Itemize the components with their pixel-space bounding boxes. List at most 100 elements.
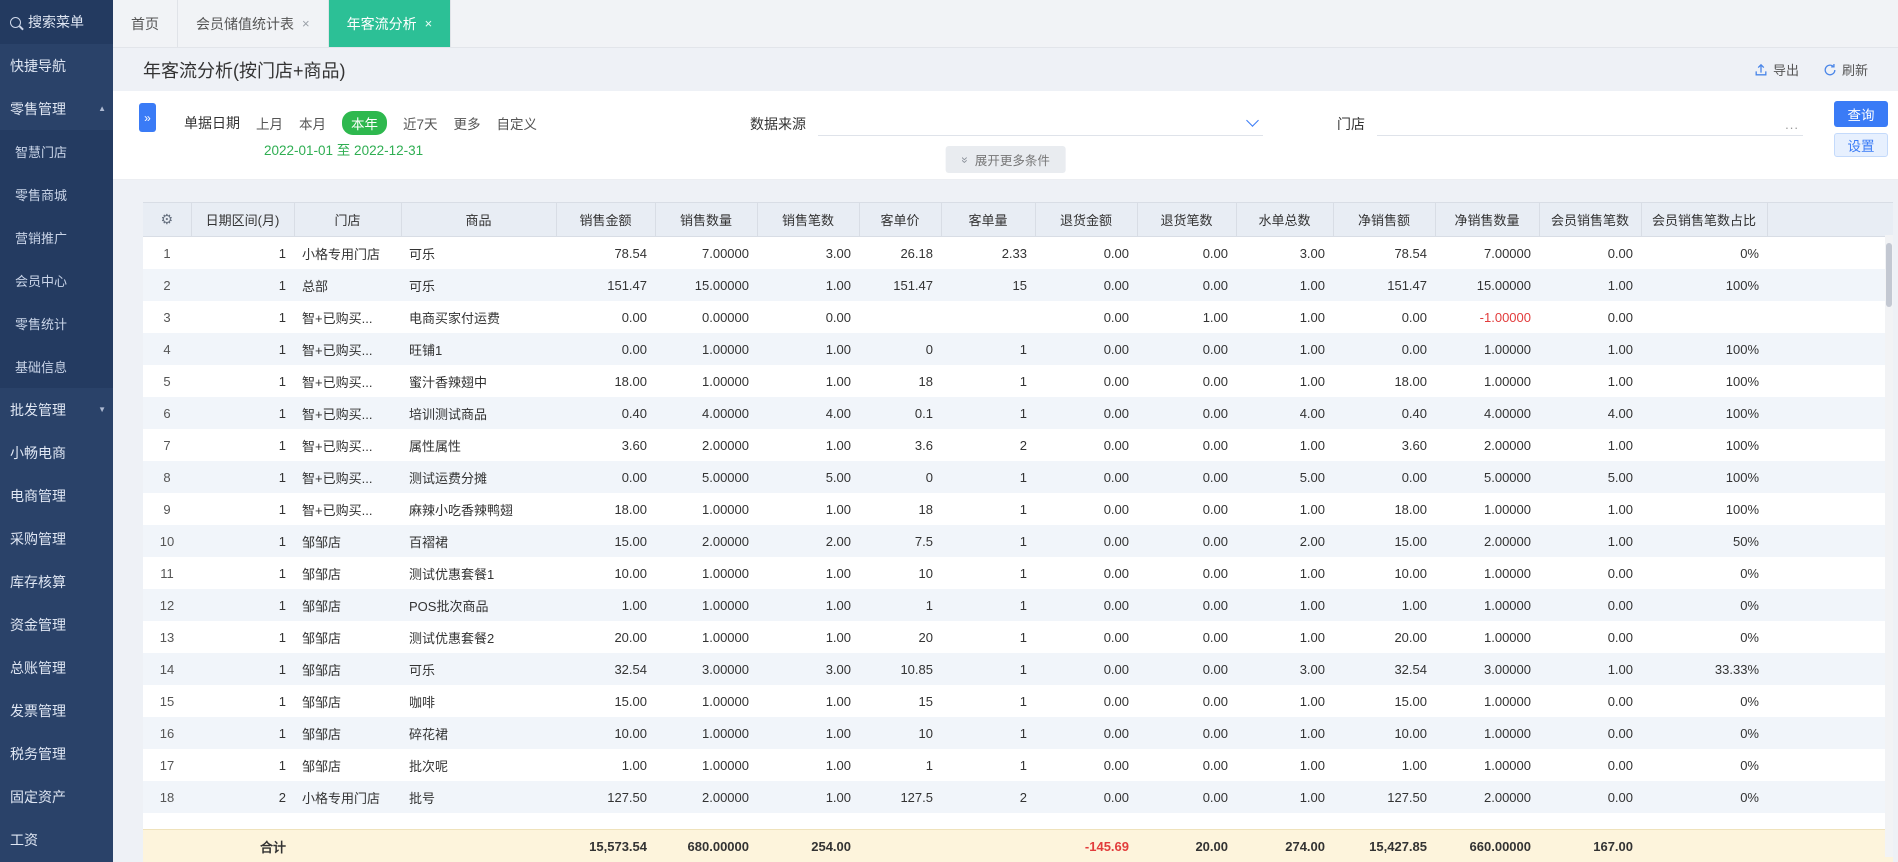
sidebar-item[interactable]: 零售管理 ▲ bbox=[0, 87, 113, 130]
date-options: 上月 本月 本年 近7天 更多 自定义 bbox=[256, 111, 538, 136]
column-header-refund_count[interactable]: 退货笔数 bbox=[1137, 202, 1237, 237]
collapse-filter-button[interactable]: » bbox=[139, 103, 156, 133]
column-header-refund_amount[interactable]: 退货金额 bbox=[1035, 202, 1138, 237]
table-row[interactable]: 11 1 邹邹店 测试优惠套餐1 10.00 1.00000 1.00 10 1 0.00 0.00… bbox=[143, 557, 1893, 589]
cell-refund_amount: 0.00 bbox=[1103, 405, 1129, 421]
more-options-icon[interactable]: ... bbox=[1785, 117, 1799, 133]
sidebar-item[interactable]: 营销推广 bbox=[0, 216, 113, 259]
source-select[interactable] bbox=[818, 111, 1263, 137]
table-row[interactable]: 16 1 邹邹店 碎花裙 10.00 1.00000 1.00 10 1 0.00 0.00 1.00… bbox=[143, 717, 1893, 749]
scrollbar-thumb[interactable] bbox=[1886, 243, 1892, 307]
column-header-avg_price[interactable]: 客单价 bbox=[859, 202, 942, 237]
column-header-receipt_count[interactable]: 水单总数 bbox=[1236, 202, 1334, 237]
sidebar-item[interactable]: 资金管理 bbox=[0, 603, 113, 646]
sidebar-item[interactable]: 固定资产 bbox=[0, 775, 113, 818]
sidebar-item[interactable]: 小畅电商 bbox=[0, 431, 113, 474]
sidebar-item[interactable]: 发票管理 bbox=[0, 689, 113, 732]
date-option[interactable]: 上月 bbox=[256, 117, 283, 133]
cell-member_count: 1.00 bbox=[1607, 533, 1633, 549]
date-option[interactable]: 自定义 bbox=[496, 117, 538, 133]
tab-home[interactable]: 首页 bbox=[113, 0, 178, 48]
table-row[interactable]: 6 1 智+已购买... 培训测试商品 0.40 4.00000 4.00 0.1 1 0.00 0… bbox=[143, 397, 1893, 429]
cell-net_amount: 18.00 bbox=[1394, 373, 1427, 389]
table-row[interactable]: 12 1 邹邹店 POS批次商品 1.00 1.00000 1.00 1 1 0.00 0.00 1.… bbox=[143, 589, 1893, 621]
date-range-value[interactable]: 2022-01-01 至 2022-12-31 bbox=[264, 143, 424, 159]
column-header-member_count[interactable]: 会员销售笔数 bbox=[1539, 202, 1642, 237]
refresh-button[interactable]: 刷新 bbox=[1823, 60, 1868, 79]
table-row[interactable]: 8 1 智+已购买... 测试运费分摊 0.00 5.00000 5.00 0 1 0.00 0.0… bbox=[143, 461, 1893, 493]
sidebar-item[interactable]: 基础信息 bbox=[0, 345, 113, 388]
close-icon[interactable]: × bbox=[424, 16, 433, 32]
column-header-settings[interactable]: ⚙ bbox=[143, 202, 192, 237]
cell-member_count: 4.00 bbox=[1607, 405, 1633, 421]
cell-avg_price: 10.85 bbox=[900, 661, 933, 677]
cell-product: 咖啡 bbox=[409, 694, 436, 710]
cell-sales_amount: 32.54 bbox=[614, 661, 647, 677]
table-row[interactable]: 15 1 邹邹店 咖啡 15.00 1.00000 1.00 15 1 0.00 0.00 1.00 1… bbox=[143, 685, 1893, 717]
sidebar-item[interactable]: 零售统计 bbox=[0, 302, 113, 345]
table-row[interactable]: 2 1 总部 可乐 151.47 15.00000 1.00 151.47 15 0.00 0.00… bbox=[143, 269, 1893, 301]
sidebar-item-label: 快捷导航 bbox=[10, 57, 66, 74]
cell-refund_count: 0.00 bbox=[1202, 469, 1228, 485]
sidebar-item[interactable]: 库存核算 bbox=[0, 560, 113, 603]
tab-annual-customer-flow[interactable]: 年客流分析 × bbox=[328, 0, 452, 48]
column-header-net_amount[interactable]: 净销售额 bbox=[1333, 202, 1436, 237]
date-option[interactable]: 更多 bbox=[453, 117, 481, 133]
sidebar-item[interactable]: 总账管理 bbox=[0, 646, 113, 689]
sidebar-item-label: 资金管理 bbox=[10, 616, 66, 633]
column-header-sales_count[interactable]: 销售笔数 bbox=[757, 202, 860, 237]
column-header-product[interactable]: 商品 bbox=[401, 202, 557, 237]
sidebar-item[interactable]: 批发管理 ▼ bbox=[0, 388, 113, 431]
query-button[interactable]: 查询 bbox=[1834, 101, 1888, 128]
refresh-label: 刷新 bbox=[1841, 63, 1868, 79]
column-header-period[interactable]: 日期区间(月) bbox=[191, 202, 295, 237]
cell-refund_count: 0.00 bbox=[1202, 789, 1228, 805]
column-header-member_ratio[interactable]: 会员销售笔数占比 bbox=[1641, 202, 1768, 237]
table-row[interactable]: 17 1 邹邹店 批次呢 1.00 1.00000 1.00 1 1 0.00 0.00 1.00 1.… bbox=[143, 749, 1893, 781]
table-row[interactable]: 3 1 智+已购买... 电商买家付运费 0.00 0.00000 0.00 0.00 1.00… bbox=[143, 301, 1893, 333]
table-row[interactable]: 4 1 智+已购买... 旺铺1 0.00 1.00000 1.00 0 1 0.00 0.00 1.… bbox=[143, 333, 1893, 365]
expand-more-button[interactable]: » 展开更多条件 bbox=[945, 146, 1066, 173]
column-header-sales_amount[interactable]: 销售金额 bbox=[556, 202, 656, 237]
tab-member-stored-value-report[interactable]: 会员储值统计表 × bbox=[178, 0, 329, 48]
table-row[interactable]: 14 1 邹邹店 可乐 32.54 3.00000 3.00 10.85 1 0.00 0.00 3.… bbox=[143, 653, 1893, 685]
store-input[interactable]: ... bbox=[1377, 111, 1803, 137]
table-row[interactable]: 10 1 邹邹店 百褶裙 15.00 2.00000 2.00 7.5 1 0.00 0.00 2.0… bbox=[143, 525, 1893, 557]
date-option[interactable]: 本年 bbox=[342, 111, 387, 136]
table-row[interactable]: 18 2 小格专用门店 批号 127.50 2.00000 1.00 127.5 2 0.00 0.… bbox=[143, 781, 1893, 813]
sidebar-item[interactable]: 税务管理 bbox=[0, 732, 113, 775]
cell-sales_amount: 15.00 bbox=[614, 693, 647, 709]
table-row[interactable]: 1 1 小格专用门店 可乐 78.54 7.00000 3.00 26.18 2.33 0.00 0… bbox=[143, 237, 1893, 270]
table-row[interactable]: 13 1 邹邹店 测试优惠套餐2 20.00 1.00000 1.00 20 1 0.00 0.00… bbox=[143, 621, 1893, 653]
sidebar-item[interactable]: 零售商城 bbox=[0, 173, 113, 216]
date-option[interactable]: 本月 bbox=[299, 117, 326, 133]
chevron-down-icon: ▼ bbox=[98, 405, 106, 414]
sidebar-item[interactable]: 采购管理 bbox=[0, 517, 113, 560]
cell-refund_amount: 0.00 bbox=[1103, 757, 1129, 773]
sidebar-item[interactable]: 工资 bbox=[0, 818, 113, 861]
date-option[interactable]: 近7天 bbox=[403, 117, 438, 133]
column-header-avg_qty[interactable]: 客单量 bbox=[941, 202, 1036, 237]
column-header-store[interactable]: 门店 bbox=[294, 202, 402, 237]
sidebar-item[interactable]: 快捷导航 bbox=[0, 44, 113, 87]
cell-period: 1 bbox=[278, 277, 286, 293]
table-row[interactable]: 5 1 智+已购买... 蜜汁香辣翅中 18.00 1.00000 1.00 18 1 0.00 0… bbox=[143, 365, 1893, 397]
close-icon[interactable]: × bbox=[302, 16, 310, 32]
table-row[interactable]: 7 1 智+已购买... 属性属性 3.60 2.00000 1.00 3.6 2 0.00 0.0… bbox=[143, 429, 1893, 461]
gear-icon[interactable]: ⚙ bbox=[160, 211, 174, 227]
total-cell-avg_qty bbox=[941, 829, 1035, 862]
vertical-scrollbar[interactable] bbox=[1885, 235, 1893, 857]
cell-refund_count: 0.00 bbox=[1202, 341, 1228, 357]
settings-button[interactable]: 设置 bbox=[1834, 133, 1888, 158]
column-header-sales_qty[interactable]: 销售数量 bbox=[655, 202, 758, 237]
export-button[interactable]: 导出 bbox=[1754, 60, 1799, 79]
sidebar-item[interactable]: 电商管理 bbox=[0, 474, 113, 517]
table-row[interactable]: 9 1 智+已购买... 麻辣小吃香辣鸭翅 18.00 1.00000 1.00 18 1 0.0… bbox=[143, 493, 1893, 525]
cell-sales_count: 1.00 bbox=[825, 277, 851, 293]
sidebar-search-menu[interactable]: 搜索菜单 bbox=[0, 0, 113, 44]
column-header-net_qty[interactable]: 净销售数量 bbox=[1435, 202, 1540, 237]
cell-refund_amount: 0.00 bbox=[1103, 469, 1129, 485]
sidebar-item[interactable]: 会员中心 bbox=[0, 259, 113, 302]
cell-sales_count: 1.00 bbox=[825, 501, 851, 517]
sidebar-item[interactable]: 智慧门店 bbox=[0, 130, 113, 173]
